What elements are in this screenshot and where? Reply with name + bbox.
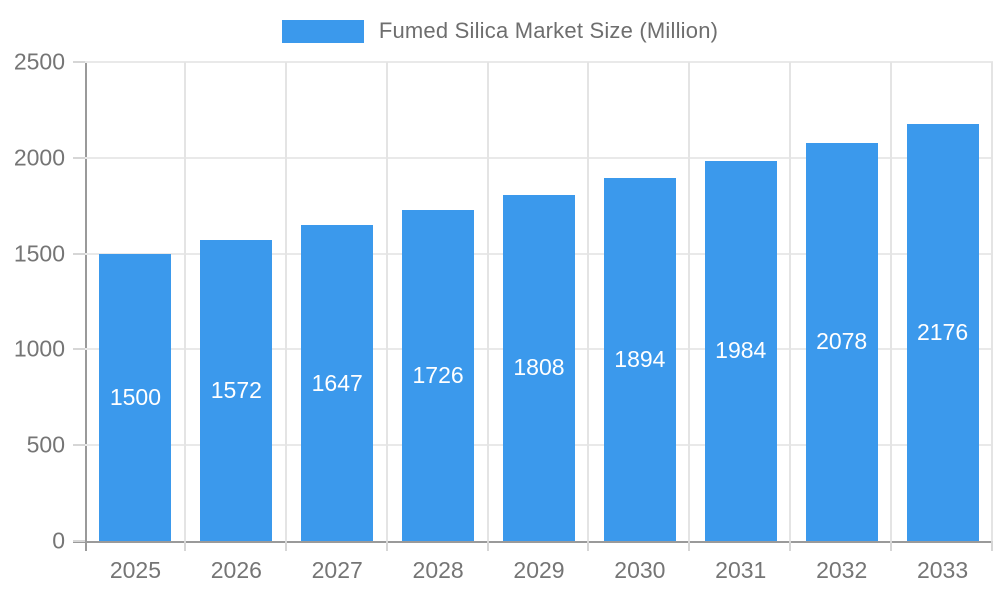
- x-tick: [284, 541, 287, 551]
- h-gridline: [85, 61, 993, 63]
- legend-swatch: [281, 19, 364, 43]
- x-tick-label: 2027: [311, 557, 363, 583]
- y-tick: [73, 61, 85, 63]
- y-tick-label: 1500: [13, 240, 65, 267]
- bar-value-label: 1647: [311, 369, 363, 396]
- bar[interactable]: 1984: [704, 160, 777, 541]
- y-tick-label: 1000: [13, 335, 65, 362]
- y-tick-label: 500: [26, 431, 65, 458]
- v-gridline: [183, 62, 186, 541]
- x-tick-label: 2030: [614, 557, 666, 583]
- bar[interactable]: 2176: [906, 124, 979, 541]
- bar-value-label: 1894: [614, 346, 666, 373]
- y-tick: [73, 540, 85, 542]
- y-tick: [73, 156, 85, 159]
- x-tick-label: 2033: [916, 557, 969, 583]
- v-gridline: [991, 62, 993, 541]
- x-tick-label: 2029: [513, 557, 565, 583]
- x-tick-label: 2025: [109, 557, 162, 583]
- x-tick-label: 2031: [715, 557, 767, 583]
- y-tick: [73, 444, 85, 447]
- x-tick: [890, 541, 893, 551]
- v-gridline: [587, 62, 590, 541]
- x-tick-label: 2026: [210, 557, 262, 583]
- v-gridline: [688, 62, 691, 541]
- x-tick: [991, 541, 993, 551]
- bar-value-label: 2176: [916, 319, 969, 346]
- x-axis-line: [73, 541, 993, 543]
- bar-value-label: 1808: [513, 354, 565, 381]
- plot-area: 0 500 1000 1500 2000 2500 1500 2025 1572 2026 1647…: [14, 49, 993, 583]
- bar-value-label: 1572: [210, 376, 262, 403]
- bar[interactable]: 1500: [99, 253, 172, 541]
- y-tick: [73, 348, 85, 351]
- bar-value-label: 2078: [816, 328, 868, 355]
- y-axis-line: [85, 62, 87, 551]
- v-gridline: [284, 62, 287, 541]
- y-tick-label: 2000: [13, 144, 65, 171]
- y-tick: [73, 252, 85, 255]
- bar-value-label: 1726: [412, 362, 464, 389]
- v-gridline: [890, 62, 893, 541]
- x-tick: [183, 541, 186, 551]
- legend-item[interactable]: Fumed Silica Market Size (Million): [0, 18, 1000, 44]
- x-tick: [385, 541, 388, 551]
- bar-value-label: 1500: [109, 383, 162, 410]
- x-tick: [486, 541, 489, 551]
- bar[interactable]: 1572: [200, 239, 273, 541]
- bar[interactable]: 1726: [402, 210, 475, 541]
- v-gridline: [486, 62, 489, 541]
- h-gridline: [85, 156, 993, 159]
- x-tick-label: 2032: [816, 557, 868, 583]
- v-gridline: [789, 62, 792, 541]
- bar[interactable]: 1894: [603, 178, 676, 541]
- bar[interactable]: 1808: [502, 194, 575, 541]
- x-tick: [789, 541, 792, 551]
- bar[interactable]: 2078: [805, 142, 878, 541]
- v-gridline: [385, 62, 388, 541]
- bar-value-label: 1984: [715, 337, 767, 364]
- x-tick: [587, 541, 590, 551]
- legend-label: Fumed Silica Market Size (Million): [378, 18, 719, 43]
- y-tick-label: 0: [52, 527, 65, 554]
- y-tick-label: 2500: [13, 48, 65, 75]
- bar[interactable]: 1647: [301, 225, 374, 541]
- x-tick: [688, 541, 691, 551]
- x-tick-label: 2028: [412, 557, 464, 583]
